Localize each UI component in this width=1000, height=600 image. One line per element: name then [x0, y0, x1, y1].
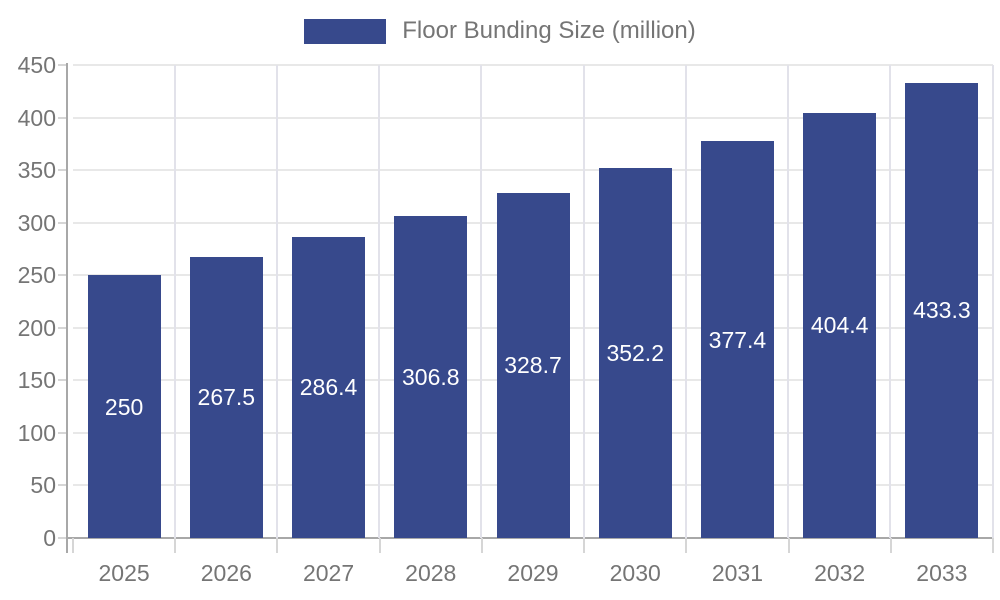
- y-axis-label: 0: [43, 525, 56, 551]
- x-axis-label: 2030: [609, 560, 661, 586]
- x-axis-label: 2027: [302, 560, 355, 586]
- y-axis-tick: [58, 537, 66, 539]
- y-axis-tick: [58, 379, 66, 382]
- y-axis-tick: [58, 484, 66, 487]
- y-gridline: [73, 169, 993, 172]
- bar[interactable]: 433.3: [905, 82, 979, 538]
- bar[interactable]: 306.8: [394, 215, 468, 538]
- y-axis-label: 150: [17, 367, 56, 394]
- x-axis-tick: [276, 538, 279, 553]
- plot-area: 250 267.5 286.4 306.8 328.7 352.2 377.4 404.4 43…: [72, 64, 994, 553]
- x-axis-tick: [583, 538, 586, 553]
- y-axis-tick: [58, 169, 66, 172]
- x-axis-label: 2031: [711, 560, 764, 586]
- y-axis-label: 300: [17, 209, 56, 236]
- x-axis-tick: [787, 538, 790, 553]
- x-axis-tick: [72, 538, 74, 553]
- bar-value-label: 328.7: [504, 352, 562, 379]
- y-axis-tick: [58, 274, 66, 277]
- x-gridline: [889, 65, 892, 538]
- x-gridline: [378, 65, 381, 538]
- x-gridline: [480, 65, 483, 538]
- y-axis-label: 200: [17, 314, 56, 341]
- legend-item[interactable]: Floor Bunding Size (million): [304, 17, 696, 44]
- bar-value-label: 377.4: [708, 326, 767, 353]
- legend: Floor Bunding Size (million): [0, 18, 1000, 44]
- bar[interactable]: 404.4: [803, 112, 877, 538]
- y-axis-tick: [58, 116, 66, 119]
- y-axis-tick: [58, 326, 66, 329]
- x-axis-label: 2028: [405, 560, 457, 586]
- x-gridline: [173, 65, 176, 538]
- x-axis-line: [59, 537, 993, 539]
- y-axis-tick: [58, 64, 66, 66]
- x-axis-tick: [378, 538, 381, 553]
- bar[interactable]: 377.4: [700, 141, 774, 538]
- x-gridline: [684, 65, 687, 538]
- bar-value-label: 352.2: [606, 339, 664, 366]
- bar-value-label: 404.4: [810, 312, 869, 339]
- y-gridline: [73, 64, 993, 66]
- bar[interactable]: 352.2: [598, 167, 672, 538]
- bar-value-label: 250: [104, 393, 144, 420]
- y-axis-label: 50: [30, 472, 56, 499]
- x-gridline: [787, 65, 790, 538]
- y-axis-line: [66, 63, 68, 553]
- y-axis-tick: [58, 431, 66, 434]
- bar[interactable]: 267.5: [189, 256, 263, 538]
- x-axis-tick: [480, 538, 483, 553]
- bar-value-label: 267.5: [197, 384, 256, 411]
- bar[interactable]: 250: [87, 275, 161, 538]
- bar[interactable]: 328.7: [496, 192, 570, 538]
- legend-swatch-icon: [304, 18, 387, 44]
- x-axis-tick: [889, 538, 892, 553]
- x-axis-label: 2025: [98, 560, 150, 586]
- y-axis-tick: [58, 221, 66, 224]
- legend-label: Floor Bunding Size (million): [402, 17, 696, 44]
- x-axis-label: 2026: [200, 560, 252, 586]
- x-gridline: [582, 65, 585, 538]
- x-axis-label: 2029: [507, 560, 559, 586]
- x-axis-tick: [174, 538, 177, 553]
- bar[interactable]: 286.4: [292, 236, 366, 538]
- y-axis-label: 350: [17, 157, 56, 184]
- y-axis-label: 250: [17, 262, 56, 289]
- x-gridline: [991, 65, 994, 538]
- y-axis-label: 450: [17, 52, 56, 78]
- bar-value-label: 433.3: [913, 297, 971, 324]
- y-axis-label: 400: [17, 104, 56, 131]
- bar-value-label: 286.4: [299, 374, 358, 401]
- x-axis-tick: [992, 538, 994, 553]
- bar-value-label: 306.8: [401, 363, 460, 390]
- x-gridline: [275, 65, 278, 538]
- x-axis-label: 2033: [916, 560, 968, 586]
- y-axis-label: 100: [17, 419, 56, 446]
- y-gridline: [73, 116, 993, 119]
- x-axis-tick: [685, 538, 688, 553]
- x-axis-label: 2032: [814, 560, 866, 586]
